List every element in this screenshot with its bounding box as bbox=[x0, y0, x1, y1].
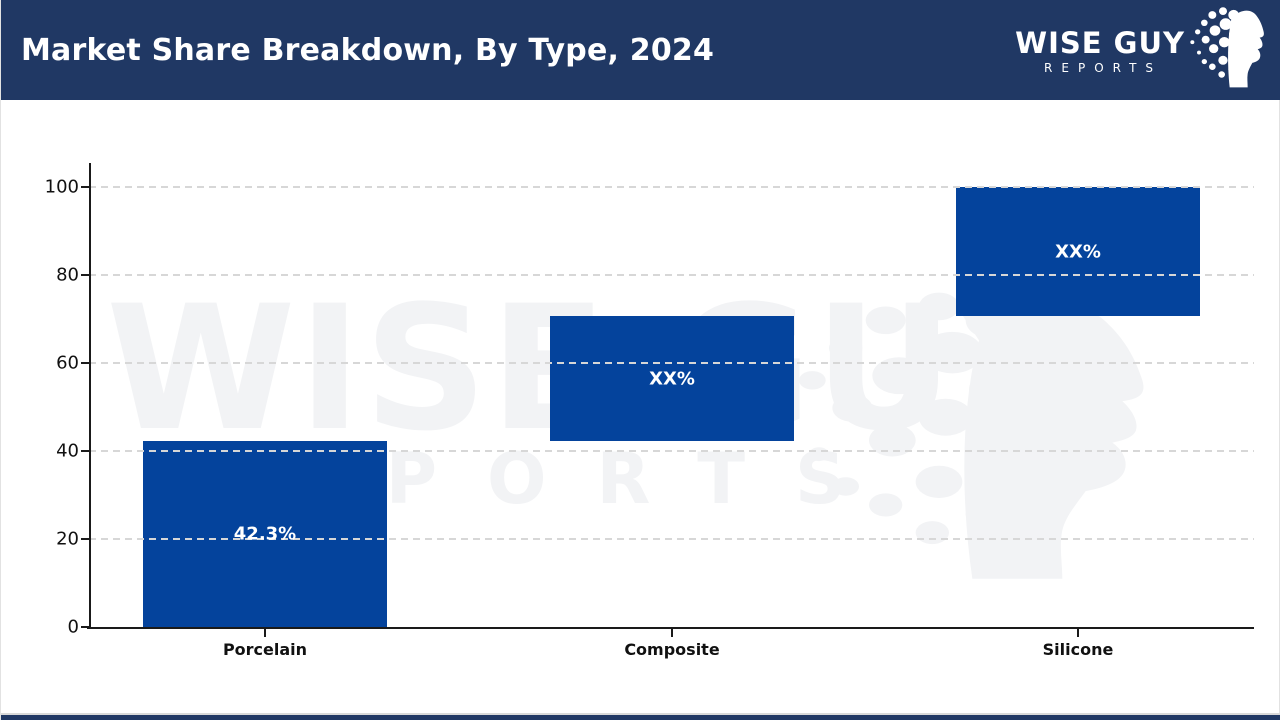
y-tick-mark-80 bbox=[81, 274, 89, 276]
brand-logo: WISE GUY REPORTS bbox=[1015, 6, 1267, 94]
bar-composite bbox=[550, 316, 794, 441]
gridline-40 bbox=[89, 450, 1254, 452]
y-tick-mark-0 bbox=[81, 626, 89, 628]
y-tick-mark-20 bbox=[81, 538, 89, 540]
x-tick-mark-porcelain bbox=[264, 629, 266, 637]
x-tick-mark-silicone bbox=[1077, 629, 1079, 637]
y-tick-label-100: 100 bbox=[44, 176, 79, 198]
y-tick-label-60: 60 bbox=[56, 352, 79, 374]
brand-name: WISE GUY bbox=[1015, 25, 1185, 60]
footer-divider bbox=[1, 713, 1280, 715]
x-category-label-silicone: Silicone bbox=[1042, 640, 1114, 659]
y-tick-mark-40 bbox=[81, 450, 89, 452]
brand-subtitle: REPORTS bbox=[1044, 60, 1163, 75]
brand-logo-text: WISE GUY REPORTS bbox=[1015, 26, 1185, 75]
gridline-80 bbox=[89, 274, 1254, 276]
x-category-label-porcelain: Porcelain bbox=[222, 640, 308, 659]
bar-value-label-silicone: XX% bbox=[1055, 241, 1101, 263]
gridline-20 bbox=[89, 538, 1254, 540]
watermark-dotted-head-icon bbox=[759, 288, 1159, 592]
y-axis-line bbox=[89, 163, 91, 629]
bar-porcelain bbox=[143, 440, 387, 627]
x-category-label-composite: Composite bbox=[624, 640, 720, 659]
y-tick-label-40: 40 bbox=[56, 440, 79, 462]
y-tick-label-20: 20 bbox=[56, 528, 79, 550]
gridline-100 bbox=[89, 186, 1254, 188]
y-tick-label-80: 80 bbox=[56, 264, 79, 286]
bar-value-label-porcelain: 42.3% bbox=[233, 523, 297, 545]
dotted-head-profile-icon bbox=[1187, 6, 1267, 94]
bar-value-label-composite: XX% bbox=[649, 368, 695, 390]
x-axis-line bbox=[87, 627, 1254, 629]
x-tick-mark-composite bbox=[671, 629, 673, 637]
y-tick-label-0: 0 bbox=[67, 616, 79, 638]
page-title: Market Share Breakdown, By Type, 2024 bbox=[21, 32, 715, 68]
gridline-60 bbox=[89, 362, 1254, 364]
header-bar: Market Share Breakdown, By Type, 2024 WI… bbox=[1, 0, 1280, 100]
footer-accent-bar bbox=[1, 715, 1280, 720]
y-tick-mark-100 bbox=[81, 186, 89, 188]
y-tick-mark-60 bbox=[81, 362, 89, 364]
bar-silicone bbox=[956, 187, 1200, 317]
